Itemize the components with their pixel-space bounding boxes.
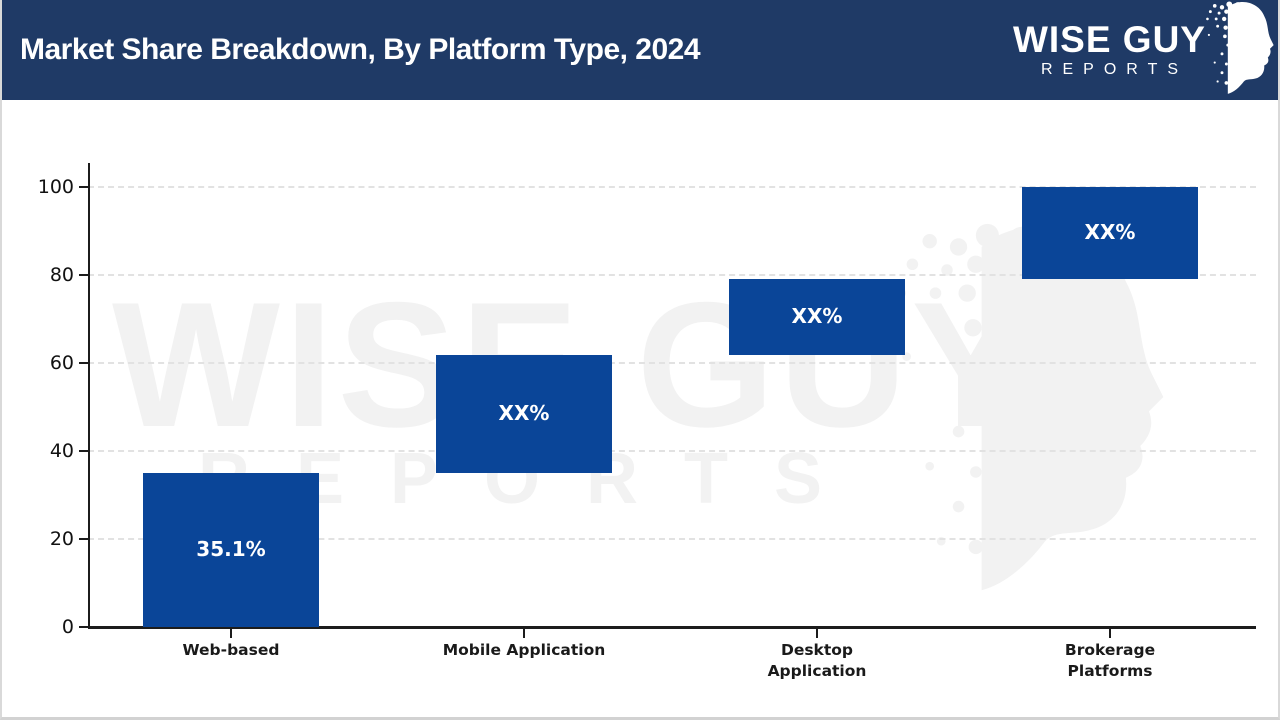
y-axis-tick: [79, 450, 88, 452]
y-tick-label: 80: [49, 264, 74, 286]
x-category-label-brokerage-platforms: Brokerage Platforms: [1064, 641, 1156, 680]
y-axis-tick: [79, 186, 88, 188]
bar-mobile-application: [436, 355, 612, 473]
logo: WISE GUY REPORTS: [1013, 0, 1276, 100]
bar-desktop-application: [729, 278, 905, 356]
x-category-label-web-based: Web-based: [182, 641, 280, 659]
gridline-100: [88, 186, 1256, 188]
bar-value-label-brokerage-platforms: XX%: [1084, 219, 1136, 244]
dotted-face-icon: [1200, 0, 1276, 100]
y-axis: [88, 163, 90, 629]
x-axis-tick: [1109, 629, 1111, 638]
y-tick-label: 60: [49, 352, 74, 374]
x-category-label-mobile-application: Mobile Application: [442, 641, 606, 659]
y-tick-label: 20: [49, 528, 74, 550]
gridline-80: [88, 274, 1256, 276]
x-axis-tick: [230, 629, 232, 638]
x-category-label-desktop-application: Desktop Application: [767, 641, 867, 680]
y-axis-tick: [79, 274, 88, 276]
gridline-20: [88, 538, 1256, 540]
header: Market Share Breakdown, By Platform Type…: [0, 0, 1280, 100]
y-axis-tick: [79, 626, 88, 628]
y-tick-label: 100: [37, 176, 74, 198]
logo-text: WISE GUY REPORTS: [1013, 21, 1206, 79]
gridline-40: [88, 450, 1256, 452]
bar-value-label-desktop-application: XX%: [791, 303, 843, 328]
gridline-60: [88, 362, 1256, 364]
logo-wordmark: WISE GUY: [1012, 19, 1206, 60]
bar-value-label-mobile-application: XX%: [498, 400, 550, 425]
page-title: Market Share Breakdown, By Platform Type…: [20, 33, 701, 66]
x-axis-tick: [523, 629, 525, 638]
y-tick-label: 0: [61, 616, 74, 638]
bar-web-based: [143, 472, 319, 627]
x-axis: [88, 626, 1256, 629]
y-axis-tick: [79, 538, 88, 540]
x-axis-tick: [816, 629, 818, 638]
logo-subtitle: REPORTS: [1040, 61, 1189, 78]
bar-brokerage-platforms: [1022, 187, 1198, 279]
bar-value-label-web-based: 35.1%: [196, 536, 266, 561]
y-axis-tick: [79, 362, 88, 364]
y-tick-label: 40: [49, 440, 74, 462]
